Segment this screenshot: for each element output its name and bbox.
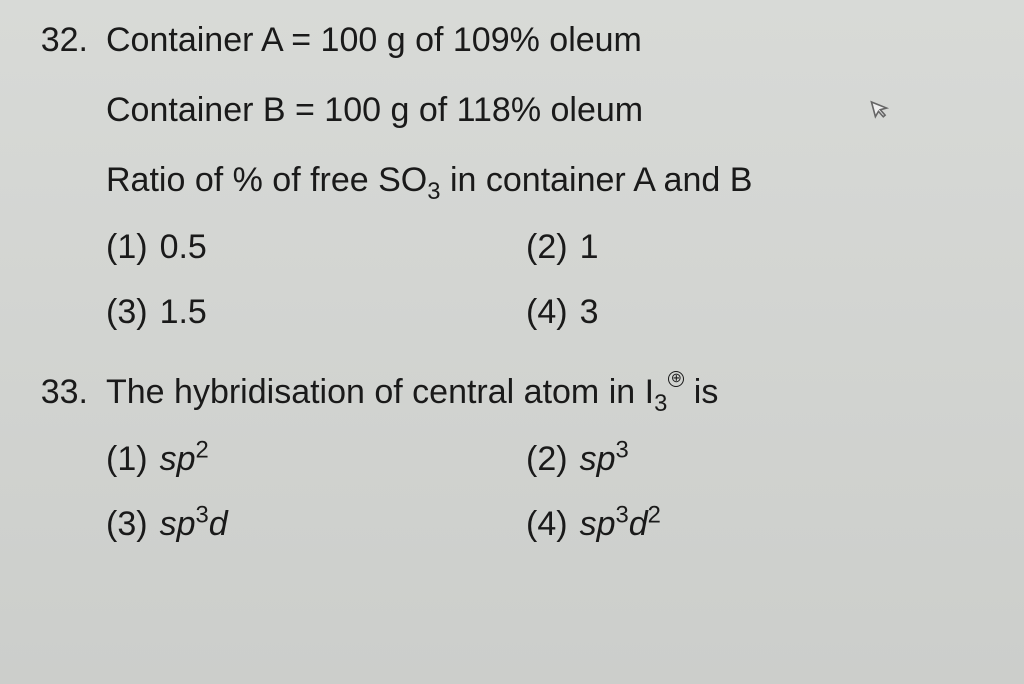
q32-number: 32.: [28, 21, 106, 60]
q32-opt2-num: (2): [526, 228, 568, 267]
q33-line1-post: is: [684, 373, 718, 411]
question-33: 33. The hybridisation of central atom in…: [28, 370, 996, 544]
q33-opt4-val: sp3d2: [580, 505, 661, 544]
q33-option-4: (4) sp3d2: [526, 505, 886, 544]
q33-options: (1) sp2 (2) sp3 (3) sp3d (4) sp3d2: [106, 440, 996, 544]
q32-options: (1) 0.5 (2) 1 (3) 1.5 (4) 3: [106, 228, 996, 332]
q32-line3-sub: 3: [427, 178, 440, 205]
q33-line1: The hybridisation of central atom in I3⊕…: [106, 370, 718, 416]
q33-opt1-num: (1): [106, 440, 148, 479]
q33-opt4-num: (4): [526, 505, 568, 544]
q33-line1-pre: The hybridisation of central atom in I: [106, 373, 654, 411]
q33-option-2: (2) sp3: [526, 440, 886, 479]
q32-option-3: (3) 1.5: [106, 293, 466, 332]
q32-option-2: (2) 1: [526, 228, 886, 267]
q32-opt2-val: 1: [580, 228, 599, 267]
q33-number: 33.: [28, 373, 106, 412]
q32-opt4-val: 3: [580, 293, 599, 332]
q32-line3: Ratio of % of free SO3 in container A an…: [106, 158, 996, 204]
q32-line2: Container B = 100 g of 118% oleum: [106, 88, 996, 134]
q32-opt3-val: 1.5: [160, 293, 207, 332]
q33-plus-icon: ⊕: [668, 371, 684, 387]
q33-header-row: 33. The hybridisation of central atom in…: [28, 370, 996, 416]
q32-line3-post: in container A and B: [441, 161, 753, 199]
q33-option-1: (1) sp2: [106, 440, 466, 479]
q33-opt1-val: sp2: [160, 440, 209, 479]
q32-line1: Container A = 100 g of 109% oleum: [106, 18, 642, 64]
q33-opt3-val: sp3d: [160, 505, 228, 544]
q33-option-3: (3) sp3d: [106, 505, 466, 544]
q32-option-4: (4) 3: [526, 293, 886, 332]
q32-line3-pre: Ratio of % of free SO: [106, 161, 427, 199]
q33-opt2-val: sp3: [580, 440, 629, 479]
q32-opt3-num: (3): [106, 293, 148, 332]
q33-line1-sub: 3: [654, 389, 667, 416]
q32-opt1-val: 0.5: [160, 228, 207, 267]
q32-option-1: (1) 0.5: [106, 228, 466, 267]
q33-opt2-num: (2): [526, 440, 568, 479]
q32-header-row: 32. Container A = 100 g of 109% oleum: [28, 18, 996, 64]
q32-opt4-num: (4): [526, 293, 568, 332]
question-32: 32. Container A = 100 g of 109% oleum Co…: [28, 18, 996, 332]
q32-opt1-num: (1): [106, 228, 148, 267]
q33-opt3-num: (3): [106, 505, 148, 544]
